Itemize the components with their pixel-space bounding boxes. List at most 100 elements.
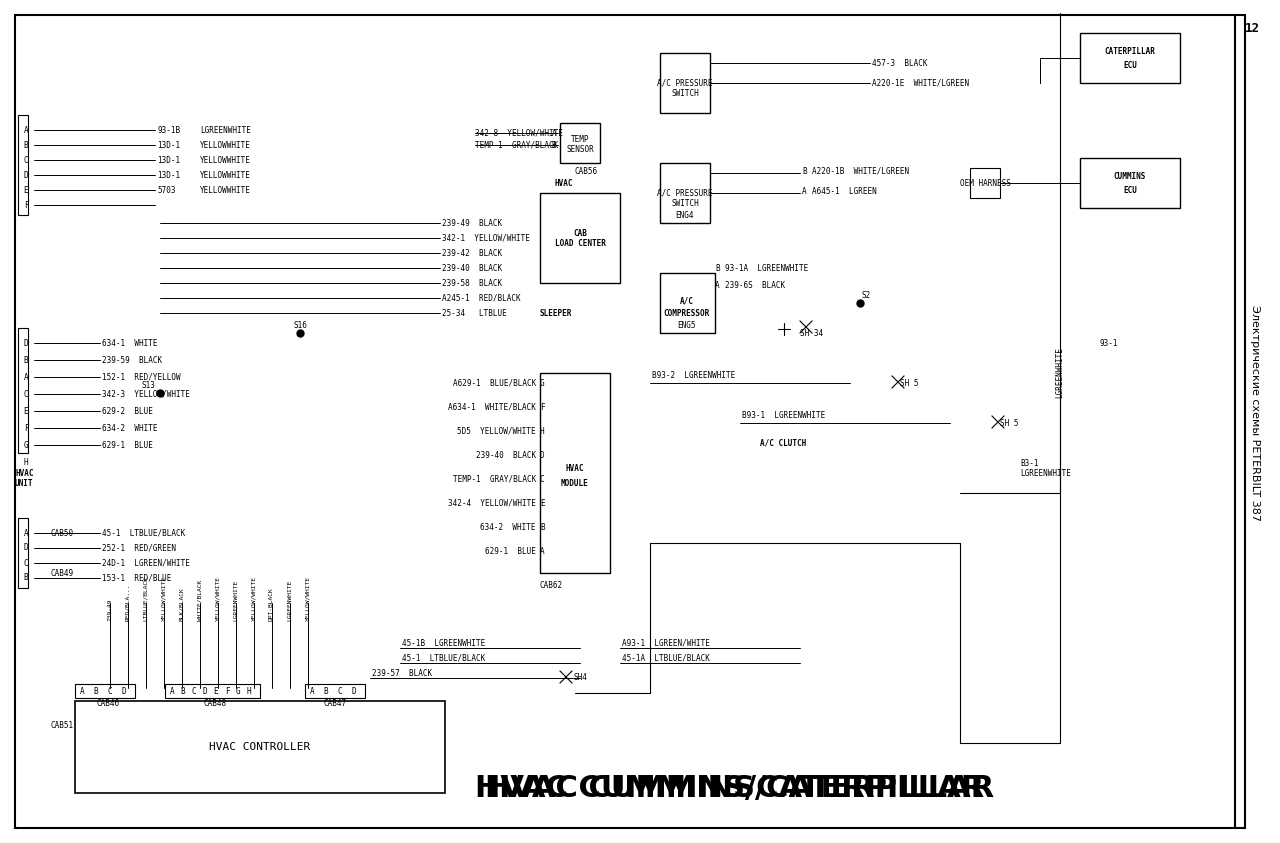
Bar bbox=[165, 684, 260, 698]
Bar bbox=[540, 193, 620, 283]
Text: A/C: A/C bbox=[680, 297, 694, 305]
Text: OEM HARNESS: OEM HARNESS bbox=[960, 179, 1010, 187]
Text: SENSOR: SENSOR bbox=[566, 144, 594, 153]
Text: 629-1  BLUE: 629-1 BLUE bbox=[485, 546, 536, 556]
Text: D: D bbox=[24, 170, 28, 180]
Text: 634-2  WHITE: 634-2 WHITE bbox=[480, 523, 536, 531]
Text: 45-1  LTBLUE/BLACK: 45-1 LTBLUE/BLACK bbox=[102, 529, 186, 538]
Text: G: G bbox=[24, 441, 28, 449]
Text: B: B bbox=[93, 686, 99, 695]
Text: A: A bbox=[716, 281, 719, 289]
Text: B: B bbox=[24, 141, 28, 149]
Text: B93-1  LGREENWHITE: B93-1 LGREENWHITE bbox=[742, 411, 826, 420]
Text: A: A bbox=[803, 186, 806, 196]
Text: A/C CLUTCH: A/C CLUTCH bbox=[760, 438, 806, 448]
Text: CAB47: CAB47 bbox=[324, 699, 347, 707]
Text: 13D-1: 13D-1 bbox=[157, 141, 180, 149]
Text: 12: 12 bbox=[1244, 22, 1260, 35]
Text: CATERPILLAR: CATERPILLAR bbox=[1105, 46, 1156, 56]
Text: RED/BLA...: RED/BLA... bbox=[125, 583, 131, 621]
Text: A220-1E  WHITE/LGREEN: A220-1E WHITE/LGREEN bbox=[872, 78, 969, 88]
Bar bbox=[18, 115, 28, 215]
Text: HVAC CUMMINS/CATERPILLAR: HVAC CUMMINS/CATERPILLAR bbox=[485, 774, 995, 803]
Text: B: B bbox=[716, 264, 719, 272]
Text: B: B bbox=[803, 167, 806, 175]
Text: SH 34: SH 34 bbox=[800, 329, 823, 337]
Text: A: A bbox=[540, 546, 544, 556]
Text: 342-1  YELLOW/WHITE: 342-1 YELLOW/WHITE bbox=[442, 234, 530, 243]
Text: LGREENWHITE: LGREENWHITE bbox=[1020, 469, 1071, 477]
Text: D: D bbox=[24, 544, 28, 552]
Text: YELLOW/WHITE: YELLOW/WHITE bbox=[305, 576, 310, 621]
Text: ECU: ECU bbox=[1123, 185, 1137, 195]
Bar bbox=[305, 684, 365, 698]
Text: ECU: ECU bbox=[1123, 61, 1137, 69]
Text: A245-1  RED/BLACK: A245-1 RED/BLACK bbox=[442, 293, 521, 303]
Text: COMPRESSOR: COMPRESSOR bbox=[664, 309, 710, 318]
Text: H: H bbox=[24, 458, 28, 466]
Text: A: A bbox=[24, 373, 28, 382]
Text: S16: S16 bbox=[293, 320, 307, 330]
Text: TEMP-1  GRAY/BLACK: TEMP-1 GRAY/BLACK bbox=[453, 475, 536, 484]
Text: 239-59  BLACK: 239-59 BLACK bbox=[102, 356, 163, 364]
Bar bbox=[660, 273, 716, 333]
Text: YELLOWWHITE: YELLOWWHITE bbox=[200, 141, 251, 149]
Text: 342-3  YELLOW/WHITE: 342-3 YELLOW/WHITE bbox=[102, 389, 189, 399]
Text: SH4: SH4 bbox=[573, 674, 588, 683]
Text: E: E bbox=[214, 686, 219, 695]
Text: TEMP-1  GRAY/BLACK: TEMP-1 GRAY/BLACK bbox=[475, 141, 558, 149]
Text: SLEEPER: SLEEPER bbox=[540, 309, 572, 318]
Text: 13D-1: 13D-1 bbox=[157, 170, 180, 180]
Text: A: A bbox=[24, 126, 28, 135]
Text: 25-34   LTBLUE: 25-34 LTBLUE bbox=[442, 309, 507, 318]
Text: 239-40  BLACK: 239-40 BLACK bbox=[442, 264, 502, 272]
Text: SWITCH: SWITCH bbox=[671, 198, 699, 207]
Text: F: F bbox=[225, 686, 229, 695]
Text: C: C bbox=[192, 686, 196, 695]
Bar bbox=[660, 163, 710, 223]
Text: HVAC: HVAC bbox=[566, 464, 584, 472]
Text: CAB49: CAB49 bbox=[50, 568, 73, 577]
Text: 93-1B: 93-1B bbox=[157, 126, 180, 135]
Text: CAB46: CAB46 bbox=[96, 699, 119, 707]
Text: LTBLUE/BLACK: LTBLUE/BLACK bbox=[143, 576, 148, 621]
Text: 634-1  WHITE: 634-1 WHITE bbox=[102, 339, 157, 347]
Text: MODULE: MODULE bbox=[561, 479, 589, 487]
Text: 634-2  WHITE: 634-2 WHITE bbox=[102, 423, 157, 432]
Text: HVAC CONTROLLER: HVAC CONTROLLER bbox=[210, 742, 311, 752]
Text: 239-49: 239-49 bbox=[108, 599, 113, 621]
Text: 13D-1: 13D-1 bbox=[157, 155, 180, 164]
Text: 152-1  RED/YELLOW: 152-1 RED/YELLOW bbox=[102, 373, 180, 382]
Bar bbox=[540, 373, 611, 573]
Text: A645-1  LGREEN: A645-1 LGREEN bbox=[812, 186, 877, 196]
Text: 342-4  YELLOW/WHITE: 342-4 YELLOW/WHITE bbox=[448, 498, 536, 507]
Bar bbox=[18, 328, 28, 453]
Text: 239-40  BLACK: 239-40 BLACK bbox=[476, 450, 536, 459]
Text: D: D bbox=[352, 686, 356, 695]
Text: A: A bbox=[24, 529, 28, 538]
Text: YELLOWWHITE: YELLOWWHITE bbox=[200, 170, 251, 180]
Bar bbox=[18, 518, 28, 588]
Text: 457-3  BLACK: 457-3 BLACK bbox=[872, 58, 928, 67]
Text: 153-1  RED/BLUE: 153-1 RED/BLUE bbox=[102, 573, 172, 583]
Text: B93-2  LGREENWHITE: B93-2 LGREENWHITE bbox=[652, 371, 735, 379]
Text: 239-42  BLACK: 239-42 BLACK bbox=[442, 249, 502, 257]
Text: YELLOW/WHITE: YELLOW/WHITE bbox=[251, 576, 256, 621]
Text: CAB: CAB bbox=[573, 228, 588, 238]
Text: B: B bbox=[24, 356, 28, 364]
Text: HVAC: HVAC bbox=[15, 469, 33, 477]
Text: LGREENWHITE: LGREENWHITE bbox=[200, 126, 251, 135]
Text: F: F bbox=[24, 201, 28, 210]
Text: H: H bbox=[540, 427, 544, 436]
Bar bbox=[970, 168, 1000, 198]
Text: 45-1B  LGREENWHITE: 45-1B LGREENWHITE bbox=[402, 638, 485, 647]
Text: 239-57  BLACK: 239-57 BLACK bbox=[372, 668, 433, 678]
Text: A/C PRESSURE: A/C PRESSURE bbox=[657, 189, 713, 197]
Text: CAB62: CAB62 bbox=[540, 581, 563, 589]
Text: 629-1  BLUE: 629-1 BLUE bbox=[102, 441, 152, 449]
Text: HVAC CUMMINS/CATERPILLAR: HVAC CUMMINS/CATERPILLAR bbox=[475, 774, 984, 803]
Bar bbox=[76, 701, 445, 793]
Text: C: C bbox=[540, 475, 544, 484]
Text: D: D bbox=[202, 686, 207, 695]
Text: YELLOWWHITE: YELLOWWHITE bbox=[200, 185, 251, 195]
